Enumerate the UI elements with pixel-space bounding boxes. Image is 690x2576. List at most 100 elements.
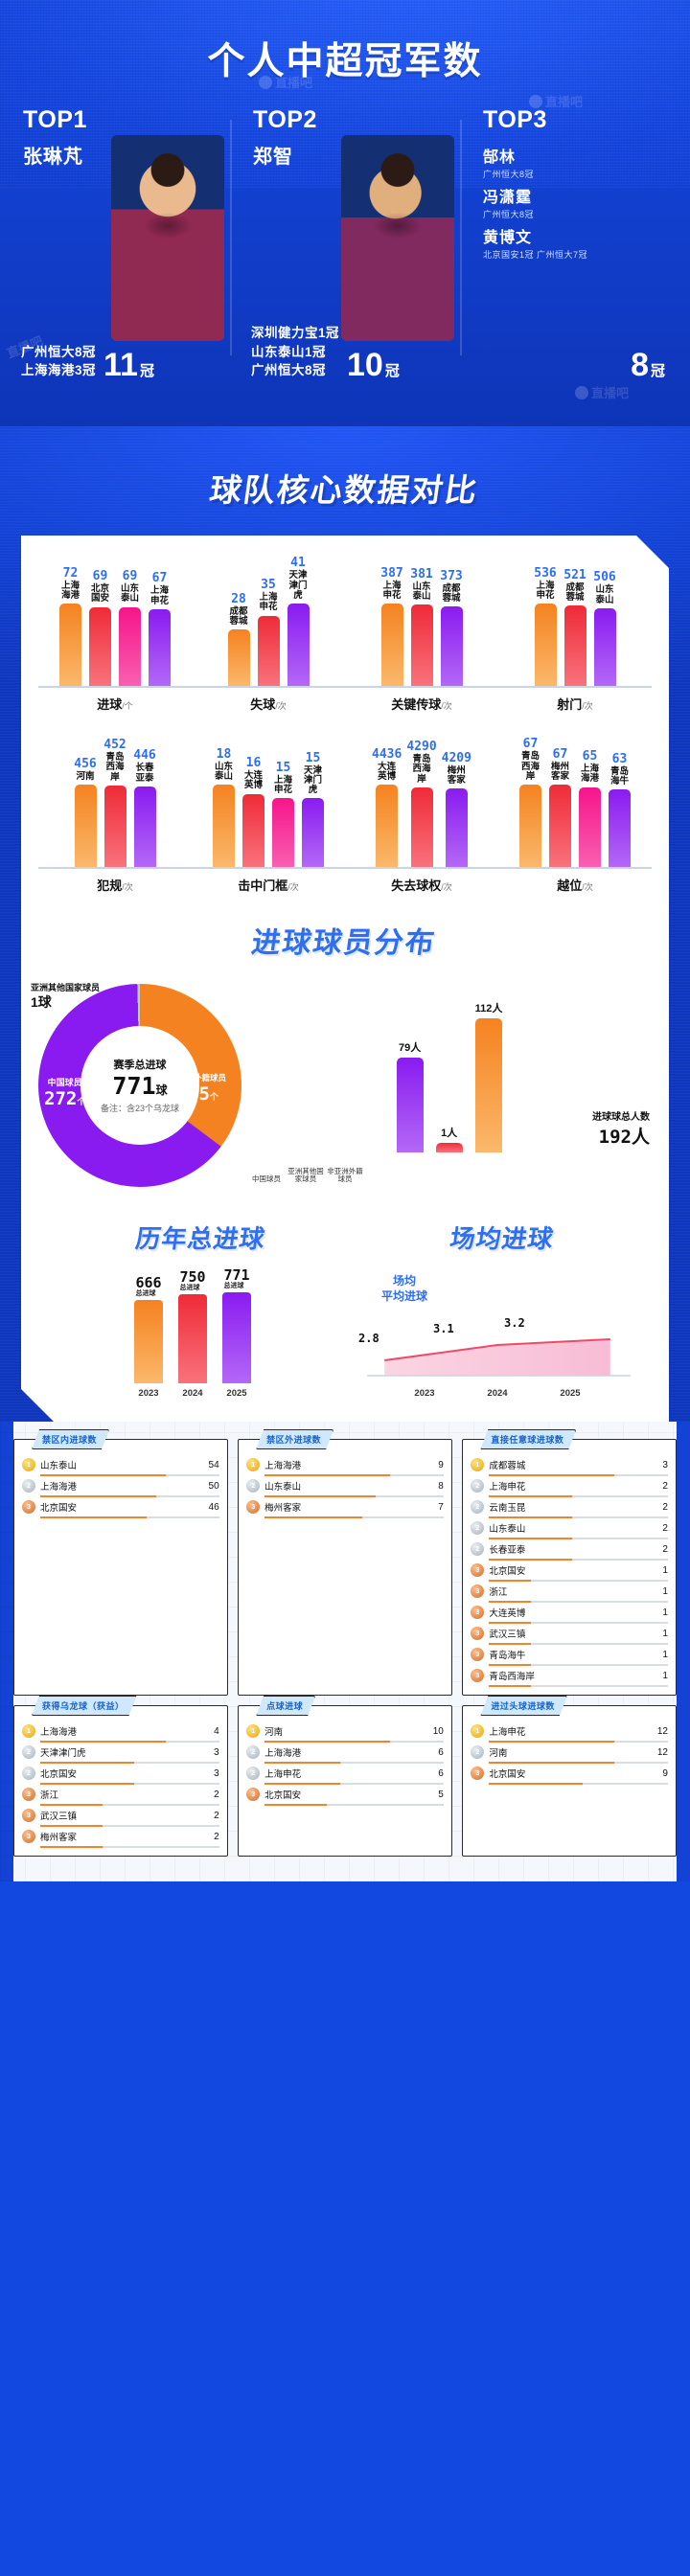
- row-underline: [489, 1495, 668, 1497]
- table-row[interactable]: 长春亚泰 2: [471, 1539, 668, 1561]
- table-row[interactable]: 青岛西海岸 1: [471, 1666, 668, 1687]
- table-row[interactable]: 梅州客家 2: [22, 1827, 219, 1848]
- bar-item: 72 上海海港: [58, 557, 83, 686]
- bar-item: 381 山东泰山: [409, 557, 434, 686]
- charts-card: 72 上海海港 69 北京国安 69 山东泰山 67 上海申花 进球/个 28 成都蓉城 35 上海申花…: [21, 536, 669, 1422]
- bar-label: 上海申花: [273, 774, 292, 796]
- table-row[interactable]: 北京国安 3: [22, 1764, 219, 1785]
- team-value: 2: [214, 1789, 219, 1800]
- row-underline: [40, 1741, 219, 1743]
- table-row[interactable]: 北京国安 5: [246, 1785, 444, 1806]
- table-row[interactable]: 浙江 1: [471, 1582, 668, 1603]
- team-value: 1: [662, 1670, 668, 1681]
- table-row[interactable]: 山东泰山 2: [471, 1518, 668, 1539]
- team-value: 1: [662, 1607, 668, 1618]
- bar-label: 山东泰山: [412, 581, 431, 603]
- row-underline: [40, 1474, 219, 1476]
- scorer-bar-item: 79人 非亚洲外籍球员: [397, 984, 424, 1152]
- medal-icon: [471, 1500, 485, 1514]
- club-line: 山东泰山1冠: [251, 344, 327, 359]
- axis-tick: 2025: [560, 1388, 581, 1399]
- ranking-table: 直接任意球进球数成都蓉城3上海申花2云南玉昆2山东泰山2长春亚泰2北京国安1浙江…: [462, 1439, 677, 1696]
- group-label: 越位/次: [557, 878, 593, 893]
- club-line: 北京国安1冠 广州恒大7冠: [483, 250, 588, 260]
- team-value: 9: [438, 1459, 444, 1470]
- row-underline: [489, 1474, 668, 1476]
- table-row[interactable]: 武汉三镇 2: [22, 1806, 219, 1827]
- callout-value: 1球: [31, 994, 52, 1011]
- table-row[interactable]: 北京国安 9: [471, 1764, 668, 1785]
- table-row[interactable]: 梅州客家 7: [246, 1497, 444, 1518]
- avg-goals-axis: 2023 2024 2025: [353, 1388, 642, 1399]
- bar: [609, 789, 631, 867]
- medal-icon: [246, 1767, 261, 1780]
- group-label: 关键传球/次: [391, 697, 452, 712]
- donut-center: 赛季总进球 771球 备注：含23个乌龙球: [38, 984, 242, 1187]
- player-name: 冯潇霆: [483, 190, 533, 206]
- bar-label: 青岛海牛: [610, 765, 629, 786]
- bar: [376, 785, 398, 867]
- table-row[interactable]: 上海申花 6: [246, 1764, 444, 1785]
- bar-group-射门: 536 上海申花 521 成都蓉城 506 山东泰山 射门/次: [498, 557, 652, 713]
- row-underline: [489, 1622, 668, 1624]
- club-list: 广州恒大8冠 上海海港3冠: [21, 343, 96, 380]
- year-bar-item: 750 总进球: [178, 1268, 207, 1383]
- row-underline: [489, 1538, 668, 1539]
- group-label: 射门/次: [557, 697, 593, 712]
- bar-label: 上海海港: [60, 580, 80, 601]
- table-row[interactable]: 青岛海牛 1: [471, 1645, 668, 1666]
- bar-value: 381: [410, 566, 433, 581]
- table-row[interactable]: 北京国安 46: [22, 1497, 219, 1518]
- table-row[interactable]: 上海海港 50: [22, 1476, 219, 1497]
- row-underline: [264, 1516, 444, 1518]
- bar-value: 4290: [406, 740, 437, 755]
- chart-row-1: 72 上海海港 69 北京国安 69 山东泰山 67 上海申花 进球/个 28 成都蓉城 35 上海申花…: [34, 557, 656, 713]
- team-value: 8: [438, 1480, 444, 1492]
- bar-label: 梅州客家: [447, 764, 466, 786]
- team-name: 上海海港: [40, 1482, 78, 1493]
- yearly-charts: 666 总进球 750 总进球 771 总进球 2023 2024 2025 场均 平均进球: [34, 1259, 656, 1402]
- row-underline: [489, 1664, 668, 1666]
- table-row[interactable]: 山东泰山 8: [246, 1476, 444, 1497]
- section-title-compare: 球队核心数据对比: [207, 471, 481, 509]
- bar: [213, 785, 235, 867]
- table-row[interactable]: 上海海港 4: [22, 1721, 219, 1743]
- table-row[interactable]: 河南 10: [246, 1721, 444, 1743]
- scorer-bar-item: 112人 中国球员: [475, 984, 503, 1152]
- team-name: 大连英博: [489, 1608, 526, 1619]
- bar-label: 天津津门虎: [303, 764, 322, 796]
- table-row[interactable]: 上海申花 12: [471, 1721, 668, 1743]
- bar-label: 北京国安: [90, 583, 109, 604]
- callout-label: 亚洲其他国家球员: [31, 983, 101, 992]
- bar-item: 69 山东泰山: [118, 557, 143, 686]
- team-value: 12: [656, 1746, 668, 1758]
- group-label: 进球/个: [97, 697, 133, 712]
- bar: [441, 606, 463, 686]
- table-row[interactable]: 北京国安 1: [471, 1561, 668, 1582]
- bars: 18 山东泰山 16 大连英博 15 上海申花 15 天津津门虎: [212, 738, 326, 867]
- table-row[interactable]: 成都蓉城 3: [471, 1455, 668, 1476]
- bars: 67 青岛西海岸 67 梅州客家 65 上海海港 63 青岛海牛: [518, 738, 632, 867]
- medal-icon: [22, 1809, 35, 1822]
- scorer-bar: [436, 1143, 463, 1152]
- table-row[interactable]: 大连英博 1: [471, 1603, 668, 1624]
- table-row[interactable]: 天津津门虎 3: [22, 1743, 219, 1764]
- table-row[interactable]: 武汉三镇 1: [471, 1624, 668, 1645]
- axis-line: [192, 686, 345, 688]
- row-underline: [489, 1601, 668, 1603]
- infographic-page: 个人中超冠军数 直播吧 直播吧 直播吧 直播吧 TOP1 张琳芃 广州恒大8冠 …: [0, 0, 690, 1881]
- table-row[interactable]: 云南玉昆 2: [471, 1497, 668, 1518]
- bar: [411, 787, 433, 867]
- table-row[interactable]: 浙江 2: [22, 1785, 219, 1806]
- table-row[interactable]: 上海海港 9: [246, 1455, 444, 1476]
- table-row[interactable]: 山东泰山 54: [22, 1455, 219, 1476]
- bar: [579, 787, 601, 867]
- row-underline: [40, 1762, 219, 1764]
- axis-tick: 2023: [138, 1388, 159, 1399]
- table-row[interactable]: 河南 12: [471, 1743, 668, 1764]
- table-row[interactable]: 上海海港 6: [246, 1743, 444, 1764]
- bar: [535, 604, 557, 686]
- table-row[interactable]: 上海申花 2: [471, 1476, 668, 1497]
- total-goals-bars: 666 总进球 750 总进球 771 总进球: [48, 1268, 337, 1383]
- team-value: 2: [662, 1543, 668, 1555]
